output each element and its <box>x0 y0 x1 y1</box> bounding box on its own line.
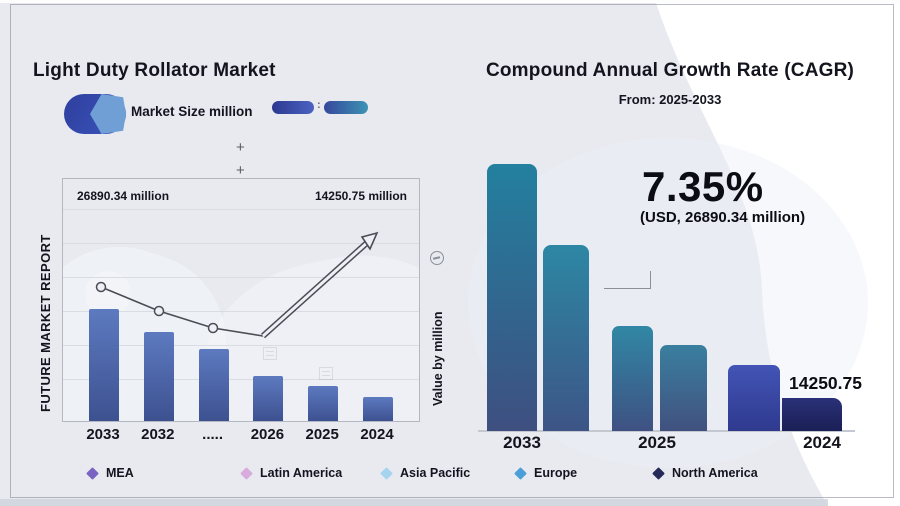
faint-table-icon <box>263 347 277 360</box>
bar-2033-1 <box>487 164 537 431</box>
trend-line-and-arrow <box>95 231 379 339</box>
x-tick-label: 2033 <box>503 433 541 452</box>
bar-2033-2 <box>543 245 589 431</box>
decorative-pill-right <box>324 101 368 114</box>
top-edge-strip <box>0 0 900 3</box>
x-tick-label: 2024 <box>803 433 841 452</box>
pill-separator: : <box>317 99 321 111</box>
left-chart-x-axis: 2033 2032..... 2026 2025 2024 <box>62 426 420 446</box>
left-chart-plot: 26890.34 million 14250.75 million <box>62 178 420 422</box>
bar-..... <box>198 349 229 421</box>
bottom-edge-strip <box>0 499 828 506</box>
legend-item-north-america: North America <box>652 466 758 480</box>
legend-label: Europe <box>534 466 578 480</box>
end-value-label: 14250.75 million <box>314 189 407 203</box>
brand-logo-icon <box>64 94 126 134</box>
legend-item-asia-pacific: Asia Pacific <box>380 466 471 480</box>
gridline <box>63 243 419 244</box>
region-legend: MEA Latin America Asia Pacific Europe North … <box>0 466 900 490</box>
bar-2024-1 <box>728 365 780 431</box>
gridline <box>63 209 419 210</box>
legend-diamond-icon <box>652 466 665 480</box>
x-tick-label: 2032 <box>141 426 175 443</box>
page-title: Light Duty Rollator Market <box>33 60 276 81</box>
bar-2024-2 <box>782 398 842 431</box>
x-tick-label: ..... <box>202 426 224 443</box>
x-tick-label: 2026 <box>250 426 285 443</box>
circled-minus-icon <box>430 251 444 265</box>
decorative-pill-left <box>272 101 314 114</box>
bar-2032 <box>143 332 174 421</box>
corner-bracket-shape <box>604 271 651 289</box>
legend-item-latin-america: Latin America <box>240 466 343 480</box>
bar-2025 <box>308 386 339 421</box>
y-axis-label-right: Value by million <box>431 311 445 406</box>
x-tick-label: 2025 <box>638 433 676 452</box>
legend-label: North America <box>672 466 758 480</box>
cagr-percentage: 7.35% <box>642 163 764 210</box>
legend-diamond-icon <box>86 466 99 480</box>
gridline <box>63 379 419 380</box>
legend-diamond-icon <box>380 466 393 480</box>
legend-item-mea: MEA <box>86 466 134 480</box>
market-size-label: Market Size million <box>131 104 253 119</box>
cagr-title: Compound Annual Growth Rate (CAGR) <box>485 60 855 81</box>
x-tick-label: 2024 <box>360 426 394 443</box>
legend-label: MEA <box>106 466 134 480</box>
bar-2026 <box>253 376 284 421</box>
plus-icon: + <box>236 139 245 156</box>
legend-label: Asia Pacific <box>400 466 471 480</box>
bar-2024 <box>363 397 393 421</box>
bar-2025-2 <box>660 345 707 431</box>
bar-2025-1 <box>612 326 653 431</box>
legend-diamond-icon <box>240 466 253 480</box>
plus-icon: + <box>236 162 245 179</box>
legend-label: Latin America <box>260 466 343 480</box>
start-value-label: 26890.34 million <box>77 189 170 203</box>
cagr-subtitle: From: 2025-2033 <box>618 92 722 107</box>
gridline <box>63 311 419 312</box>
gridline <box>63 345 419 346</box>
value-callout: 14250.75 <box>789 373 862 393</box>
legend-diamond-icon <box>514 466 527 480</box>
legend-item-europe: Europe <box>514 466 578 480</box>
cagr-usd-detail: (USD, 26890.34 million) <box>640 209 806 226</box>
bar-2033 <box>89 309 119 421</box>
y-axis-label-left: FUTURE MARKET REPORT <box>38 234 53 412</box>
x-tick-label: 2025 <box>305 426 339 443</box>
faint-table-icon <box>319 367 333 380</box>
gridline <box>63 277 419 278</box>
x-tick-label: 2033 <box>86 426 120 443</box>
